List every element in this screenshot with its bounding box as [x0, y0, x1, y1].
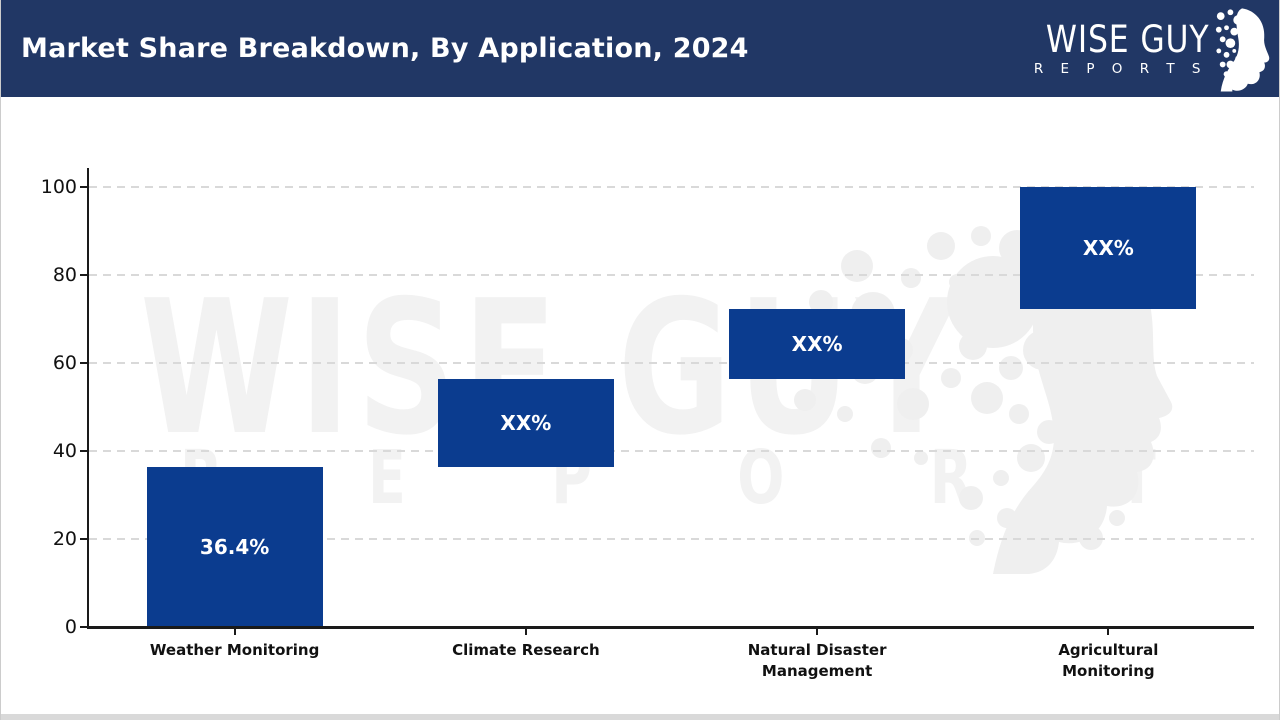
gridline-60: [89, 362, 1254, 364]
gridline-20: [89, 538, 1254, 540]
x-tick-2: [816, 628, 819, 635]
logo-wordmark: WISE GUY R E P O R T S: [1017, 21, 1209, 77]
x-tick-label-2: Natural Disaster Management: [747, 641, 887, 680]
gridline-100: [89, 186, 1254, 188]
y-tick-60: [80, 362, 87, 364]
bar-value-label: 36.4%: [199, 534, 270, 559]
bar-weather-monitoring: 36.4%: [146, 466, 323, 627]
x-tick-1: [524, 628, 527, 635]
x-tick-3: [1107, 628, 1110, 635]
y-tick-label-20: 20: [52, 528, 77, 550]
x-tick-label-0: Weather Monitoring: [149, 641, 320, 659]
bar-agricultural-monitoring: XX%: [1020, 187, 1197, 309]
logo-wordmark-main: WISE GUY: [1045, 18, 1209, 61]
x-tick-label-1: Climate Research: [452, 641, 600, 659]
gridline-80: [89, 274, 1254, 276]
y-tick-label-80: 80: [52, 264, 77, 286]
footer-strip: [1, 714, 1279, 720]
header-bar: Market Share Breakdown, By Application, …: [1, 0, 1279, 97]
bar-value-label: XX%: [1082, 235, 1134, 260]
x-tick-0: [233, 628, 236, 635]
y-tick-40: [80, 450, 87, 452]
bar-value-label: XX%: [791, 331, 843, 356]
bar-climate-research: XX%: [437, 378, 614, 467]
x-tick-label-3: Agricultural Monitoring: [1058, 641, 1159, 680]
x-axis-line: [87, 626, 1254, 629]
logo-face-icon: [1215, 8, 1270, 92]
y-tick-20: [80, 538, 87, 540]
y-tick-label-40: 40: [52, 440, 77, 462]
logo-wordmark-sub: R E P O R T S: [1033, 61, 1207, 77]
bar-natural-disaster-management: XX%: [729, 308, 906, 379]
y-tick-label-60: 60: [52, 352, 77, 374]
y-tick-80: [80, 274, 87, 276]
page-title: Market Share Breakdown, By Application, …: [21, 33, 749, 64]
y-tick-label-100: 100: [40, 176, 77, 198]
y-tick-100: [80, 186, 87, 188]
bar-value-label: XX%: [500, 410, 552, 435]
y-axis-line: [87, 168, 89, 628]
y-tick-0: [80, 626, 87, 628]
gridline-40: [89, 450, 1254, 452]
wiseguy-logo: WISE GUY R E P O R T S: [1017, 6, 1271, 92]
y-tick-label-0: 0: [64, 616, 77, 638]
